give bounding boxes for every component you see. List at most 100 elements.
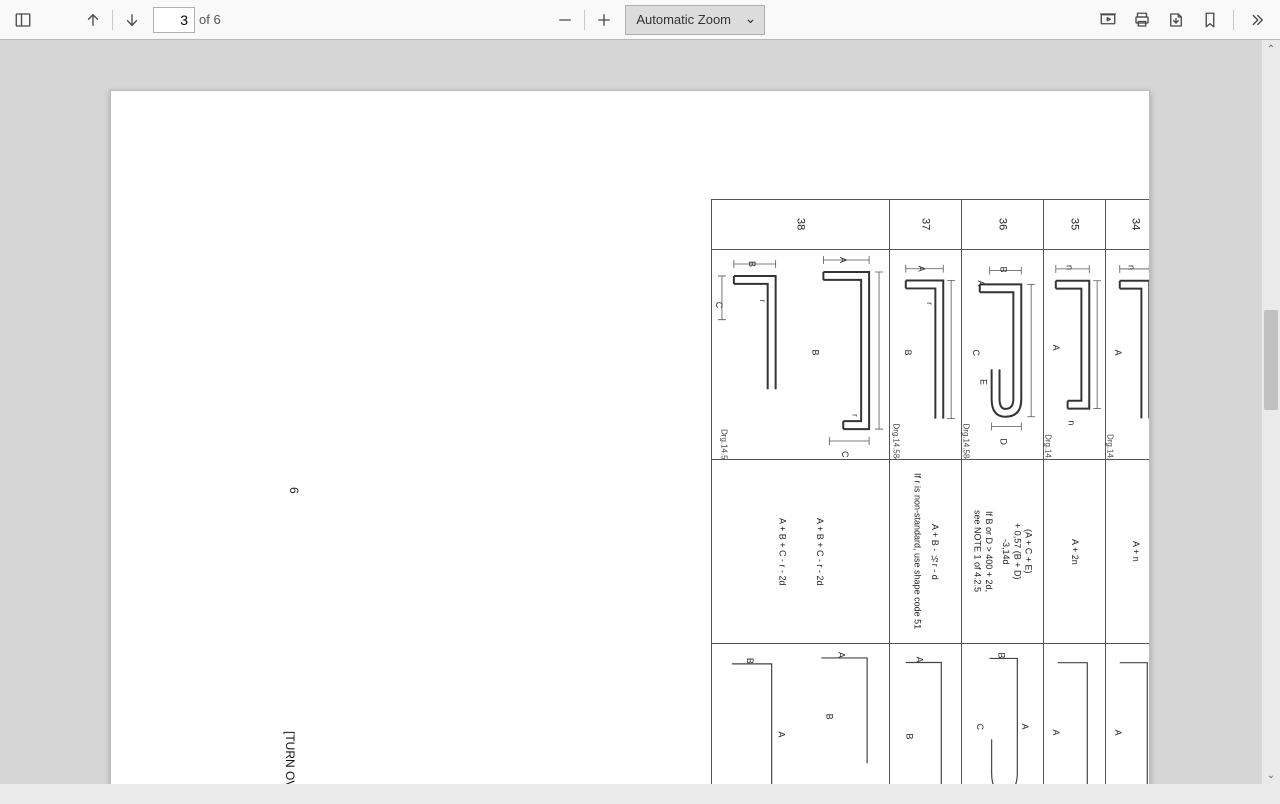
formula-text: A + B + C - r - 2d (814, 518, 825, 586)
bookmark-button[interactable] (1195, 5, 1225, 35)
svg-text:B: B (903, 350, 913, 356)
svg-text:B: B (747, 261, 757, 267)
formula-text: (A + C + E) + 0,57 (B + D) -3,14d (1000, 510, 1034, 592)
formula-cell-38: A + B + C - r - 2d A + B + C - r - 2d (712, 460, 890, 644)
formula-text: A + B - ½r - d (929, 473, 940, 629)
arrow-down-icon (123, 11, 141, 29)
download-button[interactable] (1161, 5, 1191, 35)
shape-dim-35: n A n Drg.14.5844 (1044, 250, 1106, 460)
code-label: 38 (795, 218, 807, 230)
code-cell-34: 34 (1106, 200, 1150, 250)
presentation-button[interactable] (1093, 5, 1123, 35)
svg-text:A: A (1113, 350, 1123, 356)
print-icon (1133, 11, 1151, 29)
presentation-icon (1099, 11, 1117, 29)
print-button[interactable] (1127, 5, 1157, 35)
svg-text:E: E (979, 379, 989, 385)
code-label: 36 (997, 218, 1009, 230)
code-cell-38: 38 (712, 200, 890, 250)
chevrons-right-icon (1248, 11, 1266, 29)
page-of-prefix: of (199, 12, 213, 27)
zoom-in-button[interactable] (589, 5, 619, 35)
svg-text:A: A (1051, 730, 1061, 736)
shape-simple-36: B A C D Drg.14.5844 (962, 644, 1044, 804)
svg-text:Drg.14.5844: Drg.14.5844 (1106, 434, 1114, 459)
formula-note: If r is non-standard, use shape code 51 (911, 473, 922, 629)
vertical-scrollbar[interactable]: ⌃ ⌄ (1262, 40, 1280, 784)
svg-text:r: r (851, 414, 860, 417)
scroll-down-icon: ⌄ (1262, 766, 1280, 784)
zoom-out-button[interactable] (550, 5, 580, 35)
formula-cell-35: A + 2n (1044, 460, 1106, 644)
formula-cell-36: If B or D > 400 + 2d, see NOTE 1 of 4.2.… (962, 460, 1044, 644)
svg-text:C: C (714, 302, 724, 309)
minus-icon (556, 11, 574, 29)
svg-text:A: A (1051, 345, 1061, 351)
pdf-toolbar: of 6 Automatic Zoom (0, 0, 1280, 40)
toolbar-divider (1233, 10, 1234, 30)
formula-text: A + 2n (1069, 539, 1080, 565)
svg-text:A: A (1113, 730, 1123, 736)
svg-text:r: r (758, 300, 767, 303)
svg-text:B: B (824, 714, 834, 720)
formula-cell-37: If r is non-standard, use shape code 51 … (890, 460, 962, 644)
bend-shape-table: 38 37 36 35 34 B C r Drg (711, 199, 1150, 804)
shape-simple-38: B A Drg.14.5844 A B (712, 644, 890, 804)
formula-text: A + B + C - r - 2d (776, 518, 787, 586)
svg-text:C: C (975, 724, 985, 731)
formula-text: A + n (1130, 541, 1141, 562)
svg-text:Drg.14.5844: Drg.14.5844 (1044, 434, 1052, 459)
toolbar-divider (112, 10, 113, 30)
svg-text:B: B (810, 350, 820, 356)
code-label: 35 (1069, 218, 1081, 230)
svg-text:C: C (971, 350, 981, 357)
svg-text:Drg.14.5844: Drg.14.5844 (891, 424, 900, 459)
zoom-select[interactable]: Automatic Zoom (625, 5, 765, 35)
scroll-thumb[interactable] (1264, 310, 1278, 410)
svg-text:Drg.14.5844: Drg.14.5844 (719, 429, 728, 459)
next-page-button[interactable] (117, 5, 147, 35)
svg-text:A: A (915, 657, 925, 663)
scroll-corner (1262, 784, 1280, 804)
bookmark-icon (1201, 11, 1219, 29)
svg-text:n: n (1065, 265, 1075, 270)
svg-text:A: A (917, 266, 927, 272)
page-number: 6 (287, 487, 301, 494)
svg-text:A: A (976, 280, 986, 286)
svg-text:n: n (1067, 420, 1077, 425)
toolbar-divider (584, 10, 585, 30)
scroll-up-icon: ⌃ (1262, 40, 1280, 58)
page-number-input[interactable] (153, 7, 195, 33)
download-icon (1167, 11, 1185, 29)
svg-text:A: A (1020, 724, 1030, 730)
svg-text:r: r (925, 302, 934, 305)
page-total-value: 6 (213, 12, 220, 27)
svg-text:A: A (838, 257, 848, 263)
shape-simple-34: A Drg.14.5844 (1106, 644, 1150, 804)
sidebar-toggle-button[interactable] (8, 5, 38, 35)
formula-cell-34: A + n (1106, 460, 1150, 644)
page-total-label: of 6 (199, 12, 221, 27)
svg-text:B: B (905, 734, 915, 740)
horizontal-scrollbar[interactable] (0, 784, 1262, 804)
code-cell-37: 37 (890, 200, 962, 250)
shape-dim-37: A B r Drg.14.5844 (890, 250, 962, 460)
prev-page-button[interactable] (78, 5, 108, 35)
sidebar-icon (14, 11, 32, 29)
pdf-page: 6 [TURN OVER] DRW2601 Oct/Nov 2020 38 37… (110, 90, 1150, 804)
zoom-select-label: Automatic Zoom (636, 12, 731, 27)
formula-note: If B or D > 400 + 2d, see NOTE 1 of 4.2.… (971, 510, 994, 592)
svg-text:B: B (997, 653, 1007, 659)
tools-menu-button[interactable] (1242, 5, 1272, 35)
svg-text:B: B (745, 658, 755, 664)
svg-text:C: C (840, 451, 850, 458)
svg-text:Drg.14.5844: Drg.14.5844 (962, 424, 970, 459)
svg-text:A: A (836, 652, 846, 658)
svg-text:n: n (1127, 265, 1137, 270)
svg-text:B: B (998, 267, 1008, 273)
shape-simple-35: A Drg.14.5844 (1044, 644, 1106, 804)
code-label: 37 (920, 218, 932, 230)
code-label: 34 (1130, 218, 1142, 230)
shape-dim-38: B C r Drg.14.5844 A B (712, 250, 890, 460)
plus-icon (595, 11, 613, 29)
